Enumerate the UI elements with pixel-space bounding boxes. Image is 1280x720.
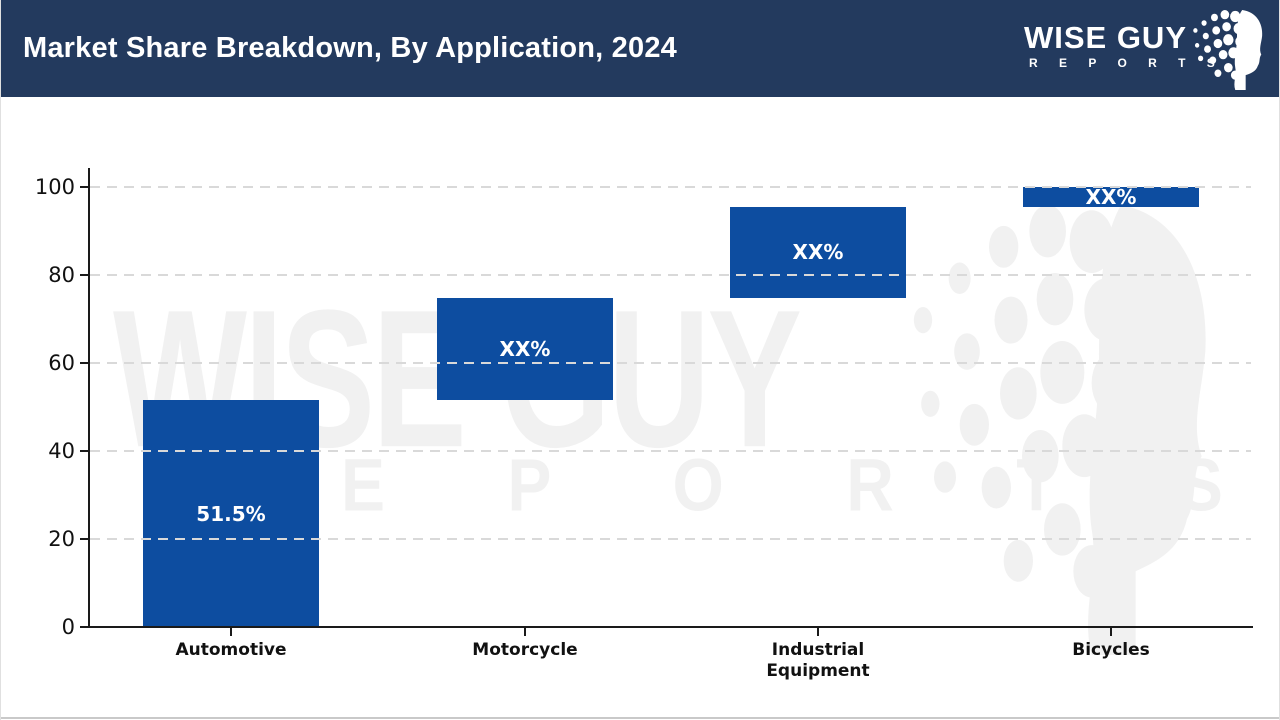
x-tick-motorcycle [524, 628, 526, 636]
y-tick-20 [80, 538, 88, 540]
bar-value-label-motorcycle: XX% [499, 337, 551, 362]
x-tick-bicycles [1110, 628, 1112, 636]
x-label-automotive: Automotive [175, 640, 287, 660]
gridline-y-100 [90, 186, 1251, 188]
brand-name-bottom: R E P O R T S [1029, 56, 1224, 70]
y-tick-80 [80, 274, 88, 276]
bar-industrial-equipment: XX% [730, 206, 906, 298]
x-label-bicycles: Bicycles [1072, 640, 1150, 660]
brand-name-top: WISE GUY [1023, 20, 1187, 55]
x-tick-industrial-equipment [817, 628, 819, 636]
bar-automotive: 51.5% [143, 400, 319, 627]
y-tick-label-80: 80 [48, 263, 75, 287]
bar-motorcycle: XX% [437, 297, 613, 401]
brand-wordmark: WISE GUY R E P O R T S [1023, 20, 1224, 71]
gridline-y-20 [90, 538, 1251, 540]
bar-value-label-bicycles: XX% [1085, 184, 1137, 209]
bar-value-label-automotive: 51.5% [196, 501, 266, 526]
y-tick-100 [80, 186, 88, 188]
x-label-industrial-equipment: Industrial Equipment [766, 640, 870, 681]
brand-face-icon [1193, 10, 1263, 90]
gridline-y-60 [90, 362, 1251, 364]
brand-logo: WISE GUY R E P O R T S [1023, 8, 1263, 90]
y-tick-label-40: 40 [48, 439, 75, 463]
y-tick-0 [80, 626, 88, 628]
gridline-y-80 [90, 274, 1251, 276]
bar-value-label-industrial-equipment: XX% [792, 240, 844, 265]
y-tick-label-20: 20 [48, 527, 75, 551]
gridline-y-40 [90, 450, 1251, 452]
page-title: Market Share Breakdown, By Application, … [23, 32, 677, 64]
y-tick-label-100: 100 [34, 175, 75, 199]
page-bottom-border [1, 717, 1279, 719]
header-band: Market Share Breakdown, By Application, … [1, 0, 1279, 97]
x-label-motorcycle: Motorcycle [472, 640, 578, 660]
y-axis-line [88, 168, 90, 627]
plot-area: 0 20 40 60 80 100 51.5% XX% XX% XX% Automotive Moto… [1, 97, 1279, 720]
y-tick-40 [80, 450, 88, 452]
x-tick-automotive [230, 628, 232, 636]
bar-bicycles: XX% [1023, 184, 1199, 209]
watermark-face-icon [913, 205, 1206, 655]
x-axis-line [88, 626, 1253, 628]
y-tick-60 [80, 362, 88, 364]
y-tick-label-0: 0 [61, 615, 75, 639]
y-tick-label-60: 60 [48, 351, 75, 375]
